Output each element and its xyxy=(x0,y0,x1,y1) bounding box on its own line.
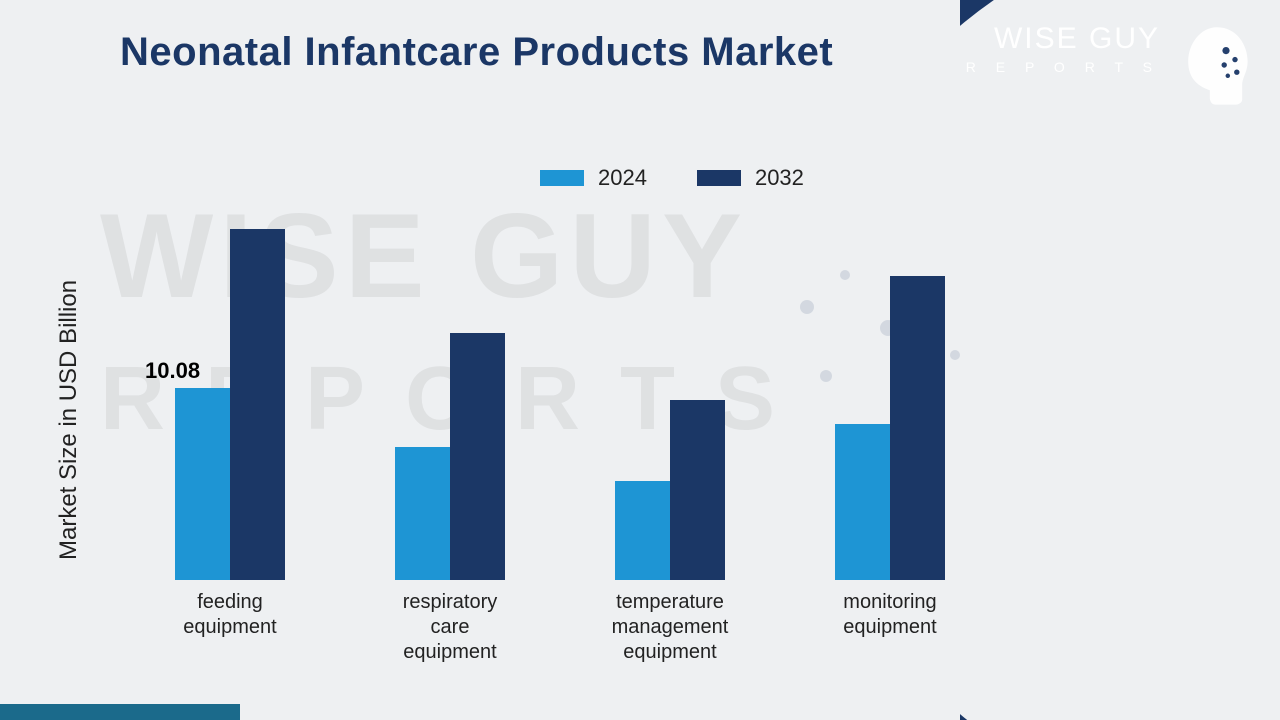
legend-swatch xyxy=(540,170,584,186)
bar xyxy=(175,388,230,580)
legend-label: 2024 xyxy=(598,165,647,191)
bar xyxy=(230,229,285,581)
legend-item-2024: 2024 xyxy=(540,165,647,191)
brand-head-icon xyxy=(1172,20,1262,110)
brand-line2: R E P O R T S xyxy=(966,60,1160,74)
x-axis-label: feedingequipment xyxy=(130,590,330,640)
brand-line1: WISE GUY xyxy=(966,24,1160,54)
legend: 2024 2032 xyxy=(540,165,804,191)
y-axis-label: Market Size in USD Billion xyxy=(55,280,83,560)
bar-value-label: 10.08 xyxy=(145,358,200,384)
bar xyxy=(450,333,505,580)
x-axis-label: monitoringequipment xyxy=(790,590,990,640)
legend-swatch xyxy=(697,170,741,186)
x-axis-label: temperaturemanagementequipment xyxy=(570,590,770,665)
legend-item-2032: 2032 xyxy=(697,165,804,191)
bar xyxy=(670,400,725,581)
legend-label: 2032 xyxy=(755,165,804,191)
plot-area: 10.08 xyxy=(120,200,960,580)
bar xyxy=(395,447,450,580)
bar xyxy=(835,424,890,580)
chart-stage: WISE GUYREPORTS Neonatal Infantcare Prod… xyxy=(0,0,1280,720)
brand-text: WISE GUY R E P O R T S xyxy=(966,24,1160,74)
chart-title: Neonatal Infantcare Products Market xyxy=(120,30,833,75)
bar xyxy=(890,276,945,580)
x-axis-label: respiratorycareequipment xyxy=(350,590,550,665)
footer-accent-bar xyxy=(0,704,240,720)
bar xyxy=(615,481,670,580)
